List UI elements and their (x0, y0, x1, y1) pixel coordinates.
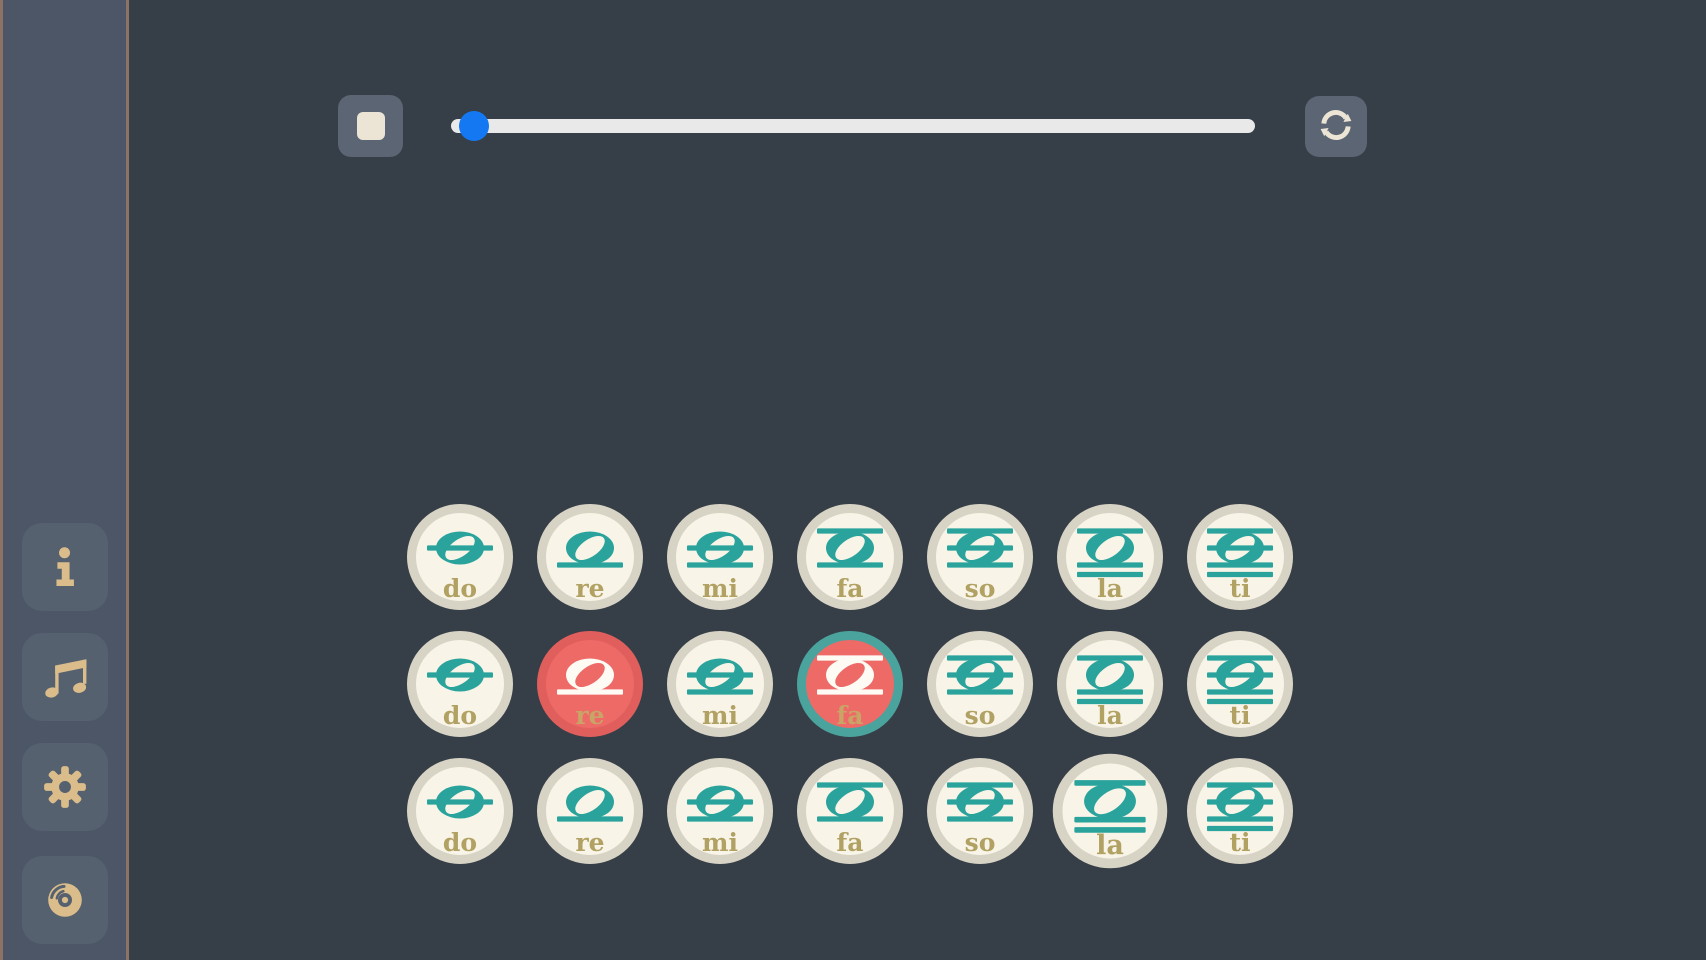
note-button-so[interactable]: so (927, 504, 1033, 610)
sidebar-button-music[interactable] (22, 633, 108, 721)
note-button-mi[interactable]: mi (667, 758, 773, 864)
note-button-fa[interactable]: fa (797, 631, 903, 737)
note-button-so[interactable]: so (927, 758, 1033, 864)
note-button-do[interactable]: do (407, 504, 513, 610)
music-note-icon (41, 655, 89, 699)
note-button-so[interactable]: so (927, 631, 1033, 737)
stop-button[interactable] (338, 95, 403, 157)
note-button-mi[interactable]: mi (667, 504, 773, 610)
note-button-re[interactable]: re (537, 758, 643, 864)
note-button-mi[interactable]: mi (667, 631, 773, 737)
progress-slider-track[interactable] (451, 119, 1255, 133)
note-button-la[interactable]: la (1057, 631, 1163, 737)
sidebar-button-recording[interactable] (22, 856, 108, 944)
note-button-la[interactable]: la (1057, 504, 1163, 610)
note-button-fa[interactable]: fa (797, 504, 903, 610)
sidebar-button-info[interactable] (22, 523, 108, 611)
note-button-re[interactable]: re (537, 504, 643, 610)
note-button-ti[interactable]: ti (1187, 758, 1293, 864)
replay-button[interactable] (1305, 96, 1367, 157)
note-button-la[interactable]: la (1052, 753, 1168, 869)
note-button-do[interactable]: do (407, 758, 513, 864)
sidebar-button-settings[interactable] (22, 743, 108, 831)
stop-square-icon (356, 112, 385, 140)
info-icon (46, 546, 84, 588)
progress-slider-thumb[interactable] (458, 111, 489, 141)
note-button-do[interactable]: do (407, 631, 513, 737)
note-button-re[interactable]: re (537, 631, 643, 737)
gear-icon (43, 765, 87, 809)
sidebar (0, 0, 129, 960)
disc-icon (43, 878, 87, 922)
note-button-ti[interactable]: ti (1187, 631, 1293, 737)
note-button-fa[interactable]: fa (797, 758, 903, 864)
refresh-icon (1317, 106, 1355, 147)
note-button-ti[interactable]: ti (1187, 504, 1293, 610)
